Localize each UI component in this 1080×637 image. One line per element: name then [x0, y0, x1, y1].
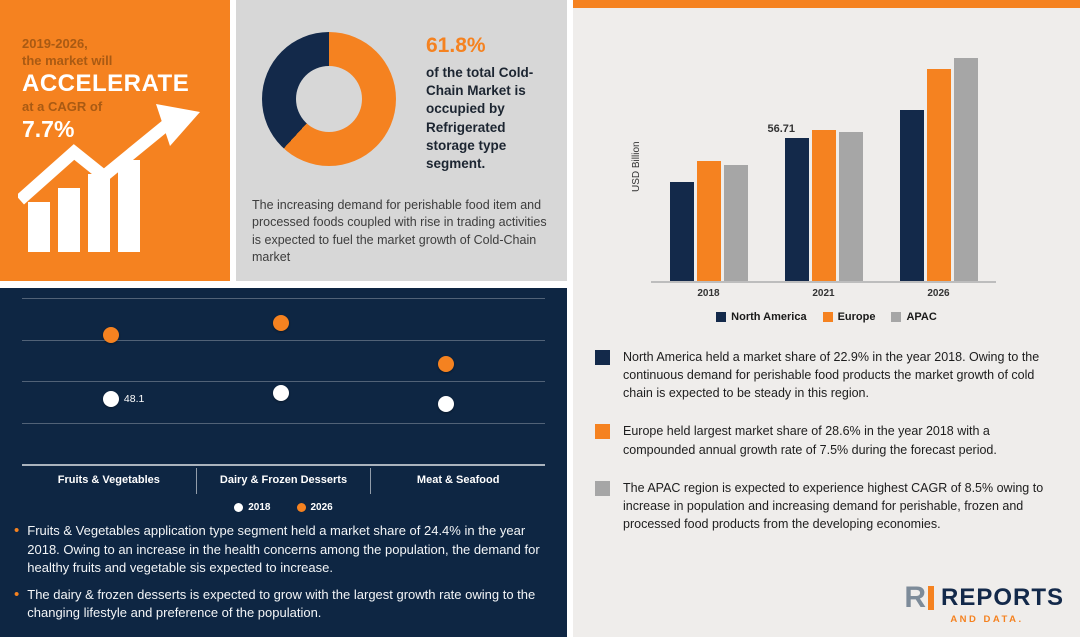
y-axis-label: USD Billion	[631, 141, 642, 192]
regional-panel: USD Billion 56.71 2018 2021 2026 North Ame…	[573, 0, 1080, 637]
logo-row: R REPORTS	[904, 583, 1064, 613]
bar-europe-2026	[926, 69, 951, 281]
list-item: North America held a market share of 22.…	[595, 348, 1065, 402]
application-bullets: • Fruits & Vegetables application type s…	[14, 522, 558, 631]
category-dairy-frozen-desserts: Dairy & Frozen Desserts	[195, 468, 371, 494]
region-bullet-text: North America held a market share of 22.…	[623, 350, 1040, 401]
list-item: The APAC region is expected to experienc…	[595, 479, 1065, 533]
dot-2026-0	[102, 327, 119, 343]
promo-lead-in: the market will	[22, 52, 113, 68]
bar-apac-2018	[723, 165, 748, 281]
storage-segment-block: 61.8% of the total Cold-Chain Market is …	[236, 0, 567, 281]
dot-legend-swatch-2018	[234, 503, 244, 512]
region-bullet-swatch	[595, 424, 610, 440]
bar-value-label: 56.71	[767, 123, 796, 135]
dot-2026-1	[272, 315, 289, 331]
legend-swatch	[891, 312, 902, 322]
reports-and-data-logo: R REPORTS AND DATA.	[904, 583, 1064, 626]
logo-name: REPORTS	[940, 584, 1064, 611]
legend-label: APAC	[906, 311, 937, 323]
bar-north-america-2018	[669, 182, 694, 281]
logo-r-mark: R	[904, 581, 926, 614]
dot-2018-0	[102, 391, 119, 407]
logo-subtitle: AND DATA.	[950, 614, 1024, 625]
bullet-icon: •	[14, 522, 20, 539]
donut-value: 61.8%	[426, 34, 486, 57]
dot-value-label: 48.1	[123, 393, 145, 405]
accent-strip	[573, 0, 1080, 8]
bar-europe-2018	[696, 161, 721, 281]
donut-chart	[262, 32, 396, 166]
region-bullet-swatch	[595, 350, 610, 365]
list-item: • The dairy & frozen desserts is expecte…	[14, 586, 558, 623]
dot-legend-swatch-2026	[296, 503, 306, 512]
legend-apac: APAC	[891, 311, 937, 323]
legend-2026-label: 2026	[310, 502, 333, 513]
bar-north-america-2026	[899, 110, 924, 281]
gridline	[22, 422, 545, 424]
legend-europe: Europe	[822, 311, 876, 323]
dot-plot-categories: Fruits & Vegetables Dairy & Frozen Desse…	[22, 468, 545, 494]
region-bullet-text: The APAC region is expected to experienc…	[623, 480, 1044, 531]
category-fruits-vegetables: Fruits & Vegetables	[57, 474, 160, 486]
bar-group	[669, 161, 748, 281]
application-bullet-text: Fruits & Vegetables application type seg…	[27, 523, 540, 576]
legend-swatch	[716, 312, 727, 322]
growth-arrow-icon	[18, 104, 200, 252]
bar-axis-tick-2026: 2026	[927, 288, 950, 299]
region-bullets: North America held a market share of 22.…	[595, 348, 1065, 553]
promo-block: 2019-2026, the market will ACCELERATE at…	[0, 0, 230, 281]
dot-2018-2	[437, 396, 454, 412]
dot-plot-legend: 2018 2026	[0, 502, 567, 513]
logo-i-bar	[927, 586, 934, 610]
dot-2026-2	[437, 356, 454, 372]
list-item: • Fruits & Vegetables application type s…	[14, 522, 558, 578]
bar-legend: North America Europe APAC	[573, 311, 1080, 323]
promo-cagr-value: 7.7%	[22, 116, 75, 143]
bar-apac-2026	[953, 58, 978, 281]
bar-group	[899, 58, 978, 281]
bar-plot: 56.71	[651, 30, 996, 283]
gridline	[22, 298, 545, 299]
bar-x-labels: 2018 2021 2026	[651, 288, 996, 299]
dot-2018-1	[272, 385, 289, 401]
bullet-icon: •	[14, 585, 20, 603]
donut-body-text: The increasing demand for perishable foo…	[252, 198, 547, 264]
bar-group: 56.71	[768, 123, 863, 281]
region-bullet-text: Europe held largest market share of 28.6…	[623, 424, 997, 457]
legend-2018-label: 2018	[248, 502, 271, 513]
legend-north-america: North America	[716, 311, 807, 323]
legend-label: Europe	[837, 311, 876, 323]
bar-europe-2021	[811, 130, 836, 281]
application-bullet-text: The dairy & frozen desserts is expected …	[27, 586, 536, 621]
promo-accent-word: ACCELERATE	[22, 69, 190, 97]
application-type-block: 48.1 Fruits & Vegetables Dairy & Frozen …	[0, 288, 567, 637]
bar-axis-tick-2021: 2021	[812, 288, 835, 299]
promo-years: 2019-2026,	[22, 36, 88, 51]
bar-apac-2021	[838, 132, 863, 281]
list-item: Europe held largest market share of 28.6…	[595, 422, 1065, 458]
gridline	[22, 381, 545, 382]
gridline	[22, 339, 545, 341]
legend-swatch	[822, 312, 833, 322]
promo-cagr-label: at a CAGR of	[22, 98, 103, 114]
dot-plot: 48.1	[22, 298, 545, 466]
legend-label: North America	[731, 311, 807, 323]
donut-text-column: 61.8% of the total Cold-Chain Market is …	[426, 34, 556, 173]
region-bullet-swatch	[595, 480, 610, 496]
donut-heading: of the total Cold-Chain Market is occupi…	[426, 65, 534, 172]
bar-axis-tick-2018: 2018	[697, 288, 720, 299]
bar-north-america-2021: 56.71	[768, 123, 809, 281]
legend-2018: 2018	[234, 502, 271, 513]
legend-2026: 2026	[296, 502, 333, 513]
category-meat-seafood: Meat & Seafood	[370, 468, 545, 494]
